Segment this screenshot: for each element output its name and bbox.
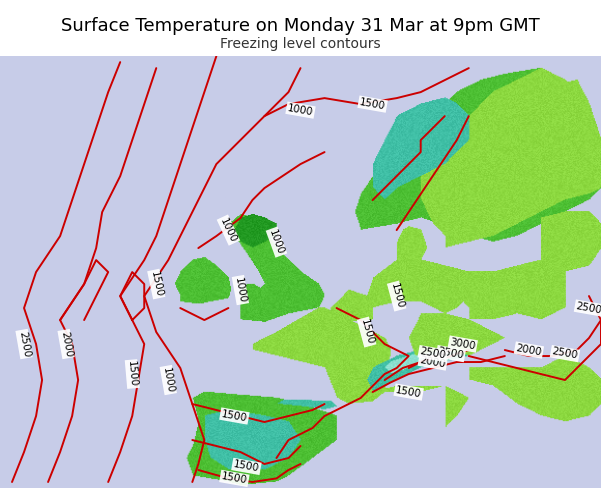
Text: 1500: 1500	[221, 409, 248, 423]
Text: 1000: 1000	[287, 103, 314, 117]
Text: 2500: 2500	[17, 330, 31, 358]
Text: Freezing level contours: Freezing level contours	[220, 37, 381, 51]
Text: 2000: 2000	[419, 355, 447, 369]
Text: 1000: 1000	[218, 216, 239, 244]
Text: 2500: 2500	[419, 346, 447, 361]
Text: 1500: 1500	[221, 471, 248, 486]
Text: 3000: 3000	[449, 337, 477, 351]
Text: 1500: 1500	[359, 97, 386, 111]
Text: 1500: 1500	[358, 318, 375, 346]
Text: 2000: 2000	[59, 330, 73, 358]
Text: 1500: 1500	[388, 282, 405, 310]
Text: 1500: 1500	[148, 270, 164, 298]
Text: 1000: 1000	[161, 366, 175, 394]
Text: 1500: 1500	[126, 361, 138, 387]
Text: 1000: 1000	[233, 276, 248, 304]
Text: 2000: 2000	[515, 343, 543, 357]
Text: 1500: 1500	[395, 385, 423, 399]
Text: 1000: 1000	[267, 228, 285, 256]
Text: 2500: 2500	[575, 301, 601, 315]
Text: 2500: 2500	[437, 346, 465, 361]
Text: 1500: 1500	[233, 459, 260, 474]
Text: Surface Temperature on Monday 31 Mar at 9pm GMT: Surface Temperature on Monday 31 Mar at …	[61, 17, 540, 35]
Text: 2500: 2500	[551, 346, 579, 361]
